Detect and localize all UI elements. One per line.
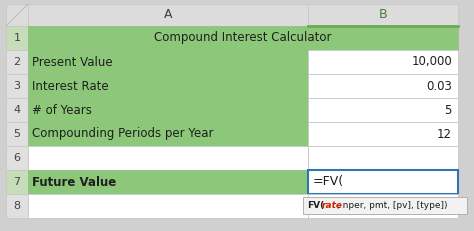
Text: 2: 2	[13, 57, 20, 67]
Text: A: A	[164, 9, 172, 21]
Text: 5: 5	[13, 129, 20, 139]
Bar	[308, 98, 458, 122]
Bar	[308, 4, 458, 26]
Bar	[28, 146, 308, 170]
Text: Compounding Periods per Year: Compounding Periods per Year	[32, 128, 213, 140]
Text: 0.03: 0.03	[426, 79, 452, 92]
Text: rate: rate	[322, 201, 343, 210]
Text: Compound Interest Calculator: Compound Interest Calculator	[154, 31, 332, 45]
Bar	[6, 50, 28, 74]
Bar	[28, 50, 308, 74]
Text: 8: 8	[13, 201, 20, 211]
Bar	[308, 194, 458, 218]
Text: 7: 7	[13, 177, 20, 187]
Bar	[28, 170, 308, 194]
Bar	[6, 194, 28, 218]
Text: 3: 3	[13, 81, 20, 91]
Text: Interest Rate: Interest Rate	[32, 79, 109, 92]
Text: 12: 12	[437, 128, 452, 140]
Bar	[28, 26, 308, 50]
Text: , nper, pmt, [pv], [type]): , nper, pmt, [pv], [type])	[337, 201, 447, 210]
Bar	[308, 170, 458, 194]
Bar	[308, 122, 458, 146]
Text: Present Value: Present Value	[32, 55, 113, 69]
Text: =FV(: =FV(	[313, 176, 344, 188]
Bar	[308, 26, 458, 50]
Text: # of Years: # of Years	[32, 103, 92, 116]
Text: Future Value: Future Value	[32, 176, 116, 188]
Bar	[28, 122, 308, 146]
Text: 4: 4	[13, 105, 20, 115]
Bar	[28, 4, 308, 26]
Text: 10,000: 10,000	[411, 55, 452, 69]
Bar	[308, 74, 458, 98]
Bar	[28, 74, 308, 98]
Text: B: B	[379, 9, 387, 21]
Bar	[6, 122, 28, 146]
Bar	[28, 98, 308, 122]
Bar	[6, 4, 28, 26]
Bar	[6, 98, 28, 122]
Text: 6: 6	[13, 153, 20, 163]
Text: 5: 5	[445, 103, 452, 116]
Text: 1: 1	[13, 33, 20, 43]
Bar	[28, 194, 308, 218]
Text: FV(: FV(	[307, 201, 324, 210]
Bar	[6, 146, 28, 170]
Bar	[308, 50, 458, 74]
Bar	[6, 26, 28, 50]
Bar	[6, 74, 28, 98]
Bar	[308, 146, 458, 170]
Bar	[6, 170, 28, 194]
Bar	[303, 197, 467, 214]
